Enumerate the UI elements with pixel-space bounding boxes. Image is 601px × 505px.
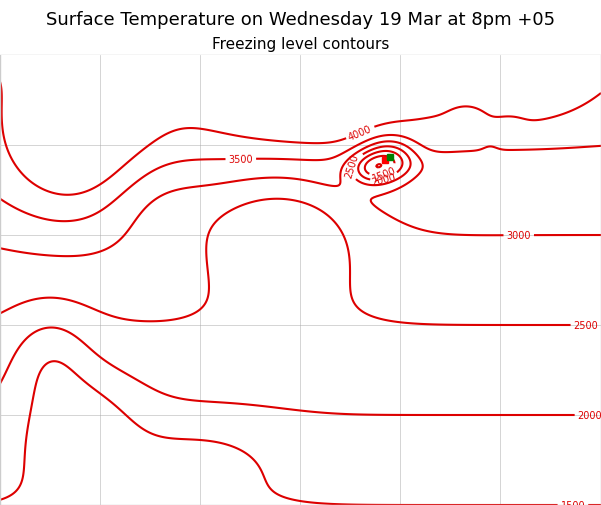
Text: 2500: 2500: [344, 153, 361, 179]
Text: 2500: 2500: [573, 320, 599, 330]
Text: 2000: 2000: [578, 410, 601, 420]
Text: Surface Temperature on Wednesday 19 Mar at 8pm +05: Surface Temperature on Wednesday 19 Mar …: [46, 11, 555, 29]
Text: 3000: 3000: [507, 231, 531, 241]
Text: 2000: 2000: [370, 172, 397, 187]
Text: 3500: 3500: [228, 155, 253, 165]
Text: Freezing level contours: Freezing level contours: [212, 37, 389, 52]
Text: 1500: 1500: [371, 165, 398, 183]
Text: 4000: 4000: [347, 124, 373, 142]
Text: 1500: 1500: [561, 500, 585, 505]
